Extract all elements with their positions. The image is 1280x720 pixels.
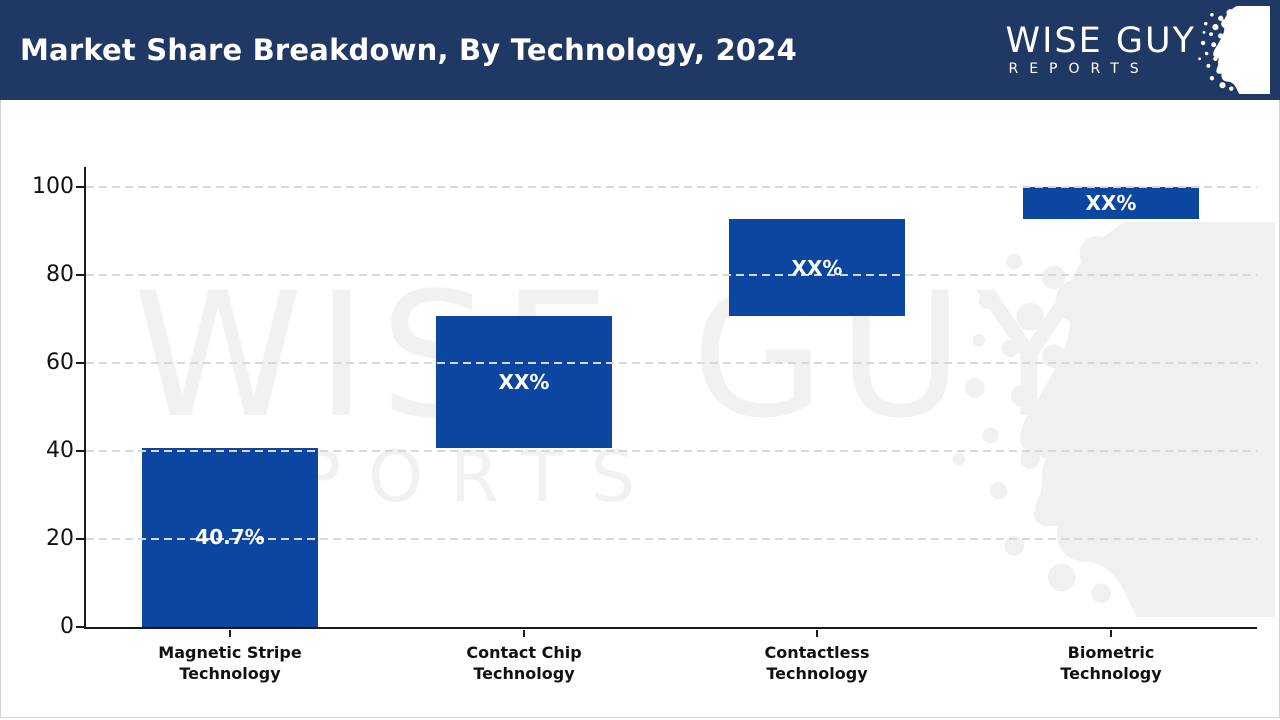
dotted-face-icon [1198, 6, 1270, 94]
x-axis-label: Biometric Technology [1060, 643, 1162, 683]
header-bar: Market Share Breakdown, By Technology, 2… [0, 0, 1280, 100]
bar-value-label: 40.7% [195, 525, 265, 550]
y-axis-line [84, 167, 86, 629]
x-tick-mark [523, 630, 525, 637]
gridline-60 [86, 362, 1257, 364]
bar-segment [729, 218, 905, 317]
frame-border-left [0, 100, 1, 718]
watermark-face-icon [952, 222, 1275, 617]
bar-segment [1023, 187, 1199, 219]
y-axis-tick-label: 100 [32, 174, 74, 199]
x-axis-line [84, 627, 1257, 629]
y-axis-tick-label: 20 [46, 526, 74, 551]
brand-subname: REPORTS [1008, 60, 1150, 77]
bar-value-label: XX% [498, 370, 550, 395]
brand-logo-text: WISE GUY REPORTS [1005, 23, 1196, 77]
y-axis-tick-label: 80 [46, 262, 74, 287]
x-axis-label: Magnetic Stripe Technology [158, 643, 302, 683]
x-axis-label: Contact Chip Technology [466, 643, 582, 683]
x-tick-mark [816, 630, 818, 637]
y-axis-tick-label: 60 [46, 350, 74, 375]
y-tick-mark [76, 450, 84, 452]
y-tick-mark [76, 362, 84, 364]
gridline-100 [86, 186, 1257, 188]
x-tick-mark [1110, 630, 1112, 637]
y-tick-mark [76, 626, 84, 628]
bar-value-label: XX% [1085, 190, 1137, 215]
gridline-20 [86, 538, 1257, 540]
gridline-80 [86, 274, 1257, 276]
y-axis-tick-label: 0 [60, 614, 74, 639]
x-tick-mark [229, 630, 231, 637]
y-tick-mark [76, 274, 84, 276]
y-tick-mark [76, 186, 84, 188]
gridline-40 [86, 450, 1257, 452]
brand-logo: WISE GUY REPORTS [1005, 5, 1270, 95]
brand-name: WISE GUY [1005, 21, 1196, 62]
bar-segment [436, 316, 612, 448]
y-tick-mark [76, 538, 84, 540]
bar-segment [142, 447, 318, 627]
page-title: Market Share Breakdown, By Technology, 2… [20, 33, 798, 67]
x-axis-label: Contactless Technology [764, 643, 870, 683]
frame-border-bottom [0, 717, 1280, 718]
bar-value-label: XX% [791, 255, 843, 280]
y-axis-tick-label: 40 [46, 438, 74, 463]
